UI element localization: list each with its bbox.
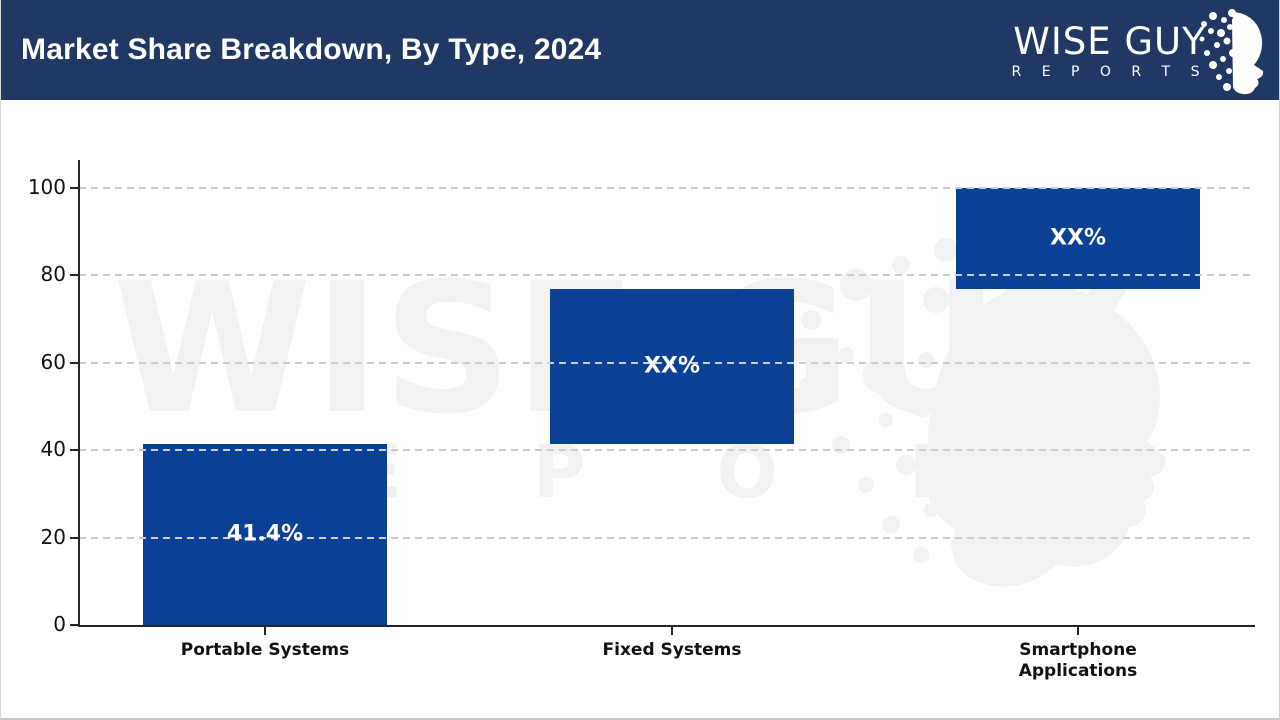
y-tick-label-0: 0 (53, 612, 66, 636)
y-tick-mark-40 (70, 449, 78, 451)
brand-logo-text: WISE GUY R E P O R T S (1007, 20, 1212, 81)
y-tick-mark-80 (70, 274, 78, 276)
watermark-face-icon (757, 238, 1166, 587)
y-tick-mark-100 (70, 186, 78, 189)
brand-face-icon (1199, 9, 1264, 95)
gridline-80 (79, 274, 1254, 276)
bar-portable-systems (143, 443, 387, 625)
x-axis-line (78, 625, 1255, 627)
page-title: Market Share Breakdown, By Type, 2024 (21, 33, 602, 66)
y-axis-line (78, 160, 80, 627)
bar-value-label: XX% (1050, 225, 1106, 251)
bar-fixed-systems (550, 289, 794, 444)
y-tick-label-60: 60 (40, 349, 66, 374)
y-tick-mark-20 (70, 536, 78, 539)
gridline-60 (79, 361, 1254, 364)
header-bar: Market Share Breakdown, By Type, 2024 WI… (1, 0, 1279, 100)
brand-subtitle: R E P O R T S (1011, 64, 1208, 80)
x-category-label-1: Fixed Systems (602, 640, 742, 660)
brand-name: WISE GUY (1013, 20, 1206, 63)
bar-value-label: 41.4% (226, 521, 304, 547)
chart-area: WISE GUY R E P O R T S 0 20 40 60 80 100 41.4 (1, 100, 1279, 718)
y-tick-label-100: 100 (27, 174, 66, 199)
y-tick-label-40: 40 (40, 437, 66, 461)
x-category-label-0: Portable Systems (180, 640, 350, 660)
y-tick-mark-60 (70, 361, 78, 364)
gridline-20 (79, 536, 1254, 539)
x-tick-mark-2 (1077, 627, 1079, 635)
y-tick-label-20: 20 (40, 524, 66, 549)
gridline-100 (79, 186, 1254, 189)
brand-logo: WISE GUY R E P O R T S (1007, 6, 1269, 95)
bar-smartphone-applications (956, 187, 1200, 289)
bar-value-label: XX% (644, 353, 700, 379)
gridline-40 (79, 449, 1254, 451)
x-category-label-2: Smartphone Applications (1018, 640, 1138, 681)
y-tick-mark-0 (70, 624, 78, 626)
x-tick-mark-0 (264, 627, 266, 635)
x-tick-mark-1 (671, 627, 673, 635)
y-tick-label-80: 80 (40, 262, 66, 286)
